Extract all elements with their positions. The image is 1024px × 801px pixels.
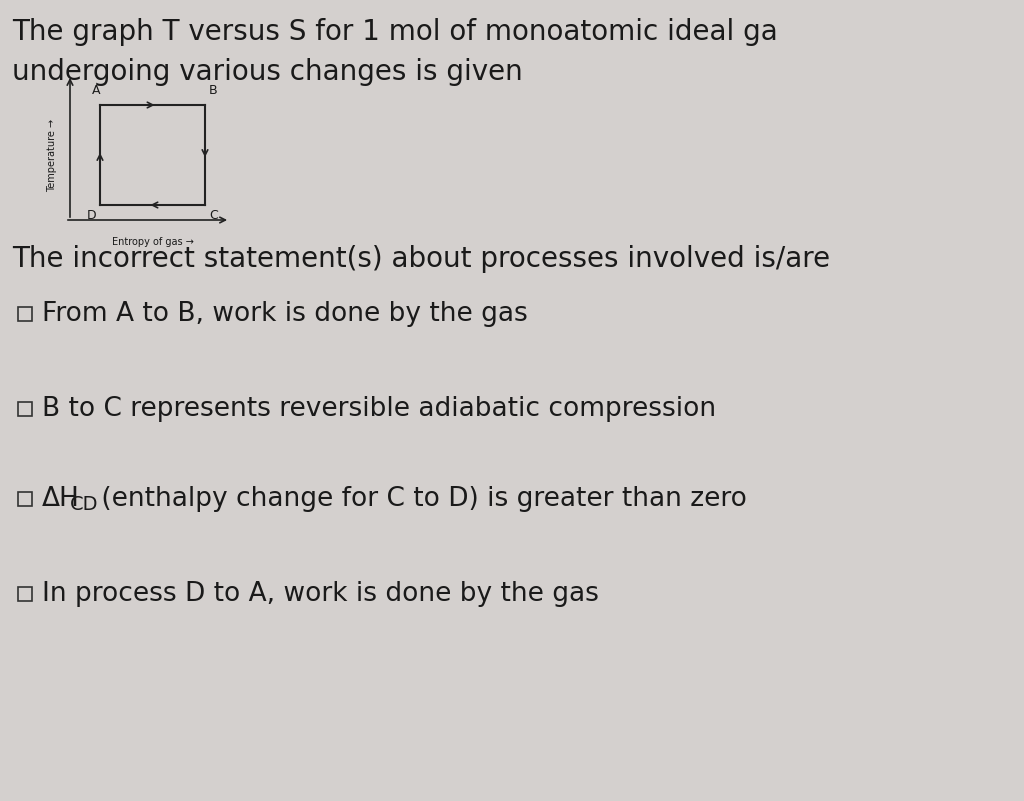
- Text: B: B: [209, 84, 218, 97]
- Bar: [18, 307, 32, 321]
- Text: Entropy of gas →: Entropy of gas →: [112, 237, 194, 247]
- Text: D: D: [86, 209, 96, 222]
- Text: A: A: [92, 84, 100, 97]
- Text: The graph T versus S for 1 mol of monoatomic ideal ga: The graph T versus S for 1 mol of monoat…: [12, 18, 778, 46]
- Text: (enthalpy change for C to D) is greater than zero: (enthalpy change for C to D) is greater …: [93, 486, 746, 512]
- Text: B to C represents reversible adiabatic compression: B to C represents reversible adiabatic c…: [42, 396, 716, 422]
- Text: ΔH: ΔH: [42, 486, 80, 512]
- Text: The incorrect statement(s) about processes involved is/are: The incorrect statement(s) about process…: [12, 245, 830, 273]
- Text: C: C: [209, 209, 218, 222]
- Bar: [18, 492, 32, 506]
- Text: In process D to A, work is done by the gas: In process D to A, work is done by the g…: [42, 581, 599, 607]
- Bar: [18, 402, 32, 416]
- Bar: [18, 587, 32, 601]
- Text: undergoing various changes is given: undergoing various changes is given: [12, 58, 522, 86]
- Text: From A to B, work is done by the gas: From A to B, work is done by the gas: [42, 301, 527, 327]
- Text: CD: CD: [70, 494, 98, 513]
- Text: Temperature →: Temperature →: [47, 119, 57, 191]
